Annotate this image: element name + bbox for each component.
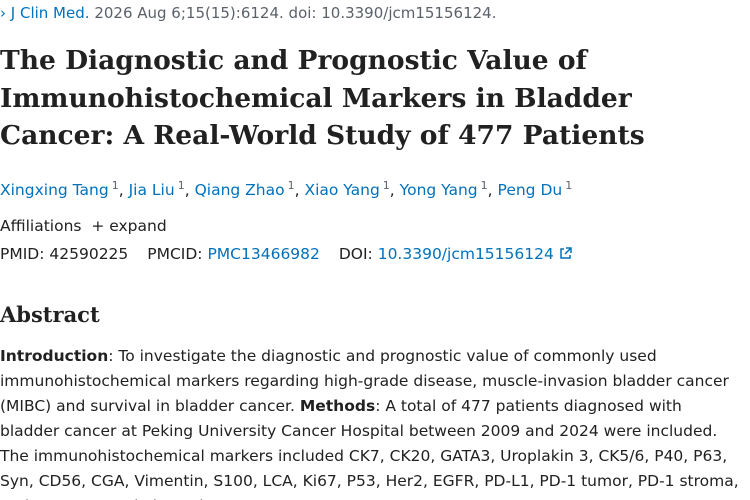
section-text: : A total of 477 patients diagnosed with… [0, 397, 739, 500]
author-list: Xingxing Tang 1, Jia Liu 1, Qiang Zhao 1, X… [0, 179, 572, 199]
abstract-heading: Abstract [0, 302, 100, 327]
author-name[interactable]: Peng Du [497, 181, 563, 199]
author-separator: , [118, 181, 124, 199]
article-title: The Diagnostic and Prognostic Value of I… [0, 45, 645, 151]
expand-text[interactable]: expand [109, 217, 167, 235]
pmcid-link[interactable]: PMC13466982 [207, 245, 320, 263]
affiliation-number[interactable]: 1 [382, 179, 390, 192]
citation: › J Clin Med. 2026 Aug 6;15(15):6124. do… [0, 4, 496, 22]
author-name[interactable]: Qiang Zhao [194, 181, 285, 199]
pmid-label: PMID: [0, 245, 45, 263]
affiliation-number[interactable]: 1 [287, 179, 295, 192]
affiliations: Affiliations + expand [0, 217, 167, 235]
author-separator: , [487, 181, 493, 199]
section-label: Introduction [0, 347, 109, 365]
author-name[interactable]: Xingxing Tang [0, 181, 109, 199]
author-name[interactable]: Jia Liu [128, 181, 175, 199]
author-name[interactable]: Xiao Yang [304, 181, 380, 199]
identifiers: PMID: 42590225 PMCID: PMC13466982 DOI: 1… [0, 245, 572, 263]
doi-label: DOI: [338, 245, 373, 263]
affiliation-number[interactable]: 1 [565, 179, 573, 192]
citation-details: 2026 Aug 6;15(15):6124. doi: 10.3390/jcm… [94, 4, 497, 22]
journal[interactable]: J Clin Med. [10, 4, 90, 22]
abstract-text: Introduction: To investigate the diagnos… [0, 344, 740, 500]
affiliation-number[interactable]: 1 [480, 179, 488, 192]
expand-toggle[interactable]: + expand [86, 217, 167, 235]
affiliation-number[interactable]: 1 [177, 179, 185, 192]
author-separator: , [294, 181, 300, 199]
section-text: : To investigate the diagnostic and prog… [0, 347, 729, 415]
pmid-value: 42590225 [49, 245, 129, 263]
pmcid-label: PMCID: [147, 245, 203, 263]
author-name[interactable]: Yong Yang [399, 181, 478, 199]
external-link-icon[interactable] [559, 247, 572, 260]
journal-link[interactable]: › J Clin Med. [0, 4, 90, 22]
affiliation-number[interactable]: 1 [111, 179, 119, 192]
doi-link[interactable]: 10.3390/jcm15156124 [377, 245, 554, 263]
affiliations-label: Affiliations [0, 217, 82, 235]
section-label: Methods [299, 397, 376, 415]
author-separator: , [184, 181, 190, 199]
author-separator: , [389, 181, 395, 199]
